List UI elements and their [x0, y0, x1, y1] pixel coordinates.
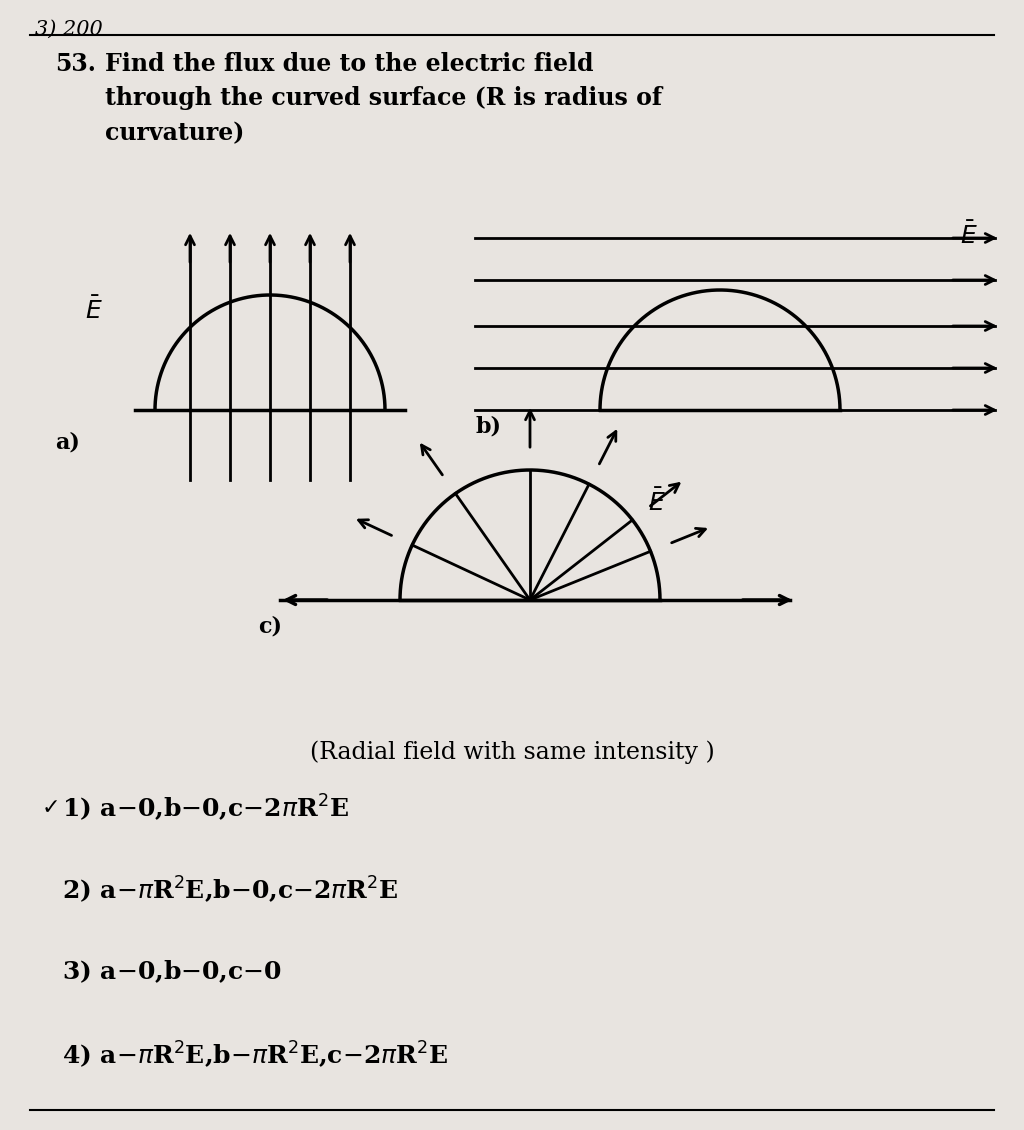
Text: Find the flux due to the electric field
through the curved surface (R is radius : Find the flux due to the electric field …	[105, 52, 662, 145]
Text: $\bar{E}$: $\bar{E}$	[85, 296, 102, 323]
Text: 53.: 53.	[55, 52, 96, 76]
Text: 3) 200: 3) 200	[35, 20, 102, 40]
Text: c): c)	[258, 615, 282, 637]
Text: $\bar{E}$: $\bar{E}$	[648, 488, 666, 515]
Text: (Radial field with same intensity ): (Radial field with same intensity )	[309, 740, 715, 764]
Text: 3) a$-$0,b$-$0,c$-$0: 3) a$-$0,b$-$0,c$-$0	[62, 958, 283, 985]
Text: 4) a$-$$\pi$R$^2$E,b$-$$\pi$R$^2$E,c$-$2$\pi$R$^2$E: 4) a$-$$\pi$R$^2$E,b$-$$\pi$R$^2$E,c$-$2…	[62, 1040, 449, 1070]
Text: 2) a$-$$\pi$R$^2$E,b$-$0,c$-$2$\pi$R$^2$E: 2) a$-$$\pi$R$^2$E,b$-$0,c$-$2$\pi$R$^2$…	[62, 875, 398, 905]
Text: b): b)	[475, 416, 501, 438]
Text: $\bar{E}$: $\bar{E}$	[961, 221, 978, 249]
Text: a): a)	[55, 432, 80, 454]
Text: ✓: ✓	[42, 798, 60, 818]
Text: 1) a$-$0,b$-$0,c$-$2$\pi$R$^2$E: 1) a$-$0,b$-$0,c$-$2$\pi$R$^2$E	[62, 792, 349, 824]
